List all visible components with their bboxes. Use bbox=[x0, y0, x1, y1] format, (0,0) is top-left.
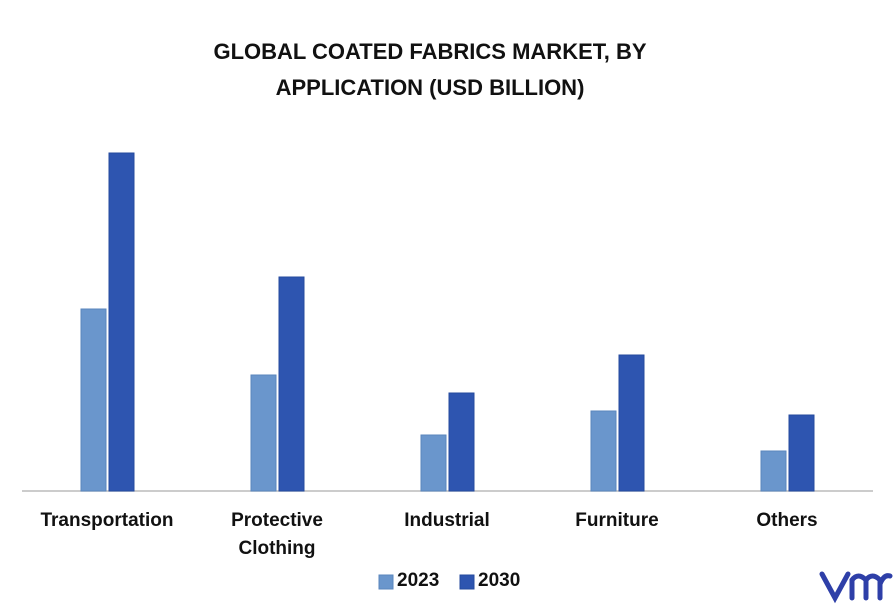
bar bbox=[590, 410, 617, 492]
bar bbox=[618, 354, 645, 492]
bar bbox=[80, 308, 107, 492]
bar bbox=[250, 374, 277, 492]
legend-swatch bbox=[378, 574, 394, 590]
bar bbox=[108, 152, 135, 492]
x-tick-label: Others bbox=[756, 510, 818, 531]
bar bbox=[420, 434, 447, 492]
legend-label: 2023 bbox=[397, 570, 440, 591]
legend-swatch bbox=[459, 574, 475, 590]
bar bbox=[760, 450, 787, 492]
x-tick-label: Furniture bbox=[575, 510, 659, 531]
logo bbox=[819, 571, 893, 604]
bar bbox=[448, 392, 475, 492]
bar bbox=[278, 276, 305, 492]
x-tick-label: Industrial bbox=[404, 510, 490, 531]
legend-label: 2030 bbox=[478, 570, 521, 591]
x-tick-label: Protective Clothing bbox=[231, 510, 323, 559]
x-tick-label: Transportation bbox=[40, 510, 174, 531]
bar bbox=[788, 414, 815, 492]
chart-title: GLOBAL COATED FABRICS MARKET, BY APPLICA… bbox=[213, 39, 647, 100]
